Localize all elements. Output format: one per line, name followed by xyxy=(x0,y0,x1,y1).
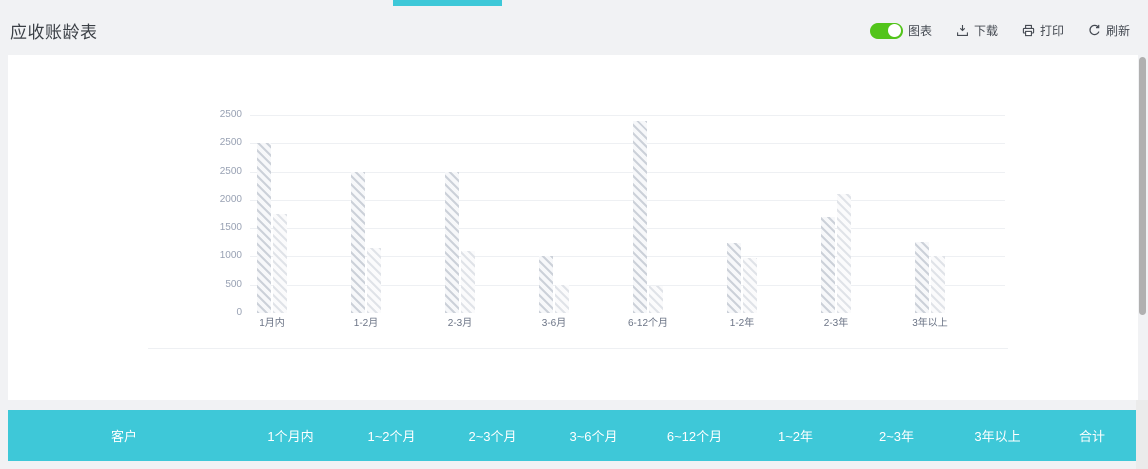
y-tick-label: 2000 xyxy=(219,193,242,205)
table-header-cell: 合计 xyxy=(1078,429,1105,444)
x-axis-label: 2-3年 xyxy=(823,318,849,329)
grid-line xyxy=(250,143,1005,145)
download-label: 下载 xyxy=(973,24,998,38)
bar-series2 xyxy=(649,285,663,313)
print-button[interactable]: 打印 xyxy=(1022,22,1064,39)
grid-line xyxy=(250,199,1005,201)
table-header-cell: 1~2个月 xyxy=(367,429,416,444)
bar-series1 xyxy=(257,143,271,313)
bar-series1 xyxy=(915,242,929,313)
grid-line xyxy=(250,256,1005,258)
bar-series1 xyxy=(539,256,553,313)
bar-series1 xyxy=(445,171,459,313)
table-header-cell: 2~3年 xyxy=(878,429,915,444)
download-icon xyxy=(956,24,969,37)
bar-series1 xyxy=(821,216,835,313)
print-label: 打印 xyxy=(1039,24,1064,38)
refresh-button[interactable]: 刷新 xyxy=(1088,22,1130,39)
y-tick-label: 1000 xyxy=(219,250,242,262)
table-header-cell: 1个月内 xyxy=(267,429,314,444)
grid-line xyxy=(250,228,1005,230)
table-header-row: 客户 1个月内 1~2个月 2~3个月 3~6个月 6~12个月 1~2年 2~3年 3年以上 合… xyxy=(8,410,1136,461)
table-header-cell: 6~12个月 xyxy=(666,429,723,444)
download-button[interactable]: 下载 xyxy=(956,22,998,39)
bar-series2 xyxy=(461,250,475,313)
x-axis-label: 1-2月 xyxy=(353,318,379,329)
x-axis-label: 3-6月 xyxy=(541,318,567,329)
x-axis-label: 3年以上 xyxy=(912,318,948,329)
y-tick-label: 2500 xyxy=(219,137,242,149)
table-header-cell: 客户 xyxy=(110,429,137,444)
bar-series2 xyxy=(743,257,757,313)
bar-series2 xyxy=(837,194,851,313)
table-header-cell: 2~3个月 xyxy=(468,429,517,444)
toggle-knob xyxy=(888,24,902,37)
toggle-switch-icon[interactable] xyxy=(869,22,903,39)
scrollbar-thumb[interactable] xyxy=(1139,57,1146,315)
grid-line xyxy=(250,115,1005,116)
y-tick-label: 1500 xyxy=(219,222,242,234)
bar-series1 xyxy=(351,171,365,313)
bar-series2 xyxy=(555,284,569,313)
page-title: 应收账龄表 xyxy=(10,23,98,42)
page-header: 应收账龄表 图表 下载 xyxy=(0,0,1148,55)
refresh-icon xyxy=(1088,24,1101,37)
grid-line xyxy=(250,171,1005,173)
x-axis-label: 1月内 xyxy=(259,318,285,329)
x-axis-label: 6-12个月 xyxy=(627,318,668,329)
y-tick-label: 2500 xyxy=(219,165,242,177)
bar-series1 xyxy=(633,120,647,313)
active-tab-indicator xyxy=(393,0,502,6)
chart-divider xyxy=(148,348,1008,349)
chart-toggle-label: 图表 xyxy=(907,24,932,38)
chart-toggle[interactable]: 图表 xyxy=(869,22,932,39)
y-tick-label: 2500 xyxy=(219,109,242,120)
bar-series1 xyxy=(727,243,741,313)
bar-series2 xyxy=(273,214,287,313)
y-tick-label: 500 xyxy=(225,278,242,290)
bar-series2 xyxy=(931,256,945,313)
chart-card: 0 500 1000 1500 2000 2500 2500 2500 1月内 1-2月 2-3月 3… xyxy=(8,55,1138,400)
x-axis-label: 1-2年 xyxy=(729,318,755,329)
table-header-cell: 3年以上 xyxy=(974,429,1021,444)
table-header-cell: 3~6个月 xyxy=(569,429,618,444)
grid-line xyxy=(250,284,1005,286)
x-axis-label: 2-3月 xyxy=(447,318,473,329)
bar-series2 xyxy=(367,247,381,313)
print-icon xyxy=(1022,24,1035,37)
toolbar: 图表 下载 xyxy=(869,22,1130,39)
refresh-label: 刷新 xyxy=(1105,24,1130,38)
chart-plot: 0 500 1000 1500 2000 2500 2500 2500 1月内 1-2月 2-3月 3… xyxy=(220,109,1005,329)
scrollbar-track xyxy=(1136,400,1148,469)
y-tick-label: 0 xyxy=(236,307,242,318)
table-header-cell: 1~2年 xyxy=(777,429,814,444)
